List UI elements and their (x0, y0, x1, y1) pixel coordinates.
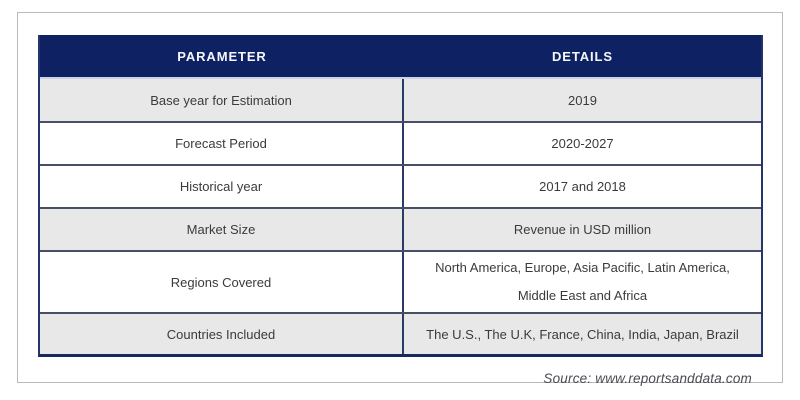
parameter-cell: Regions Covered (40, 252, 404, 312)
details-cell: 2017 and 2018 (539, 179, 626, 194)
parameter-cell: Base year for Estimation (40, 79, 404, 121)
details-cell: The U.S., The U.K, France, China, India,… (426, 326, 739, 342)
parameter-cell: Countries Included (40, 314, 404, 354)
table-row: Historical year 2017 and 2018 (40, 164, 761, 207)
source-attribution: Source: www.reportsanddata.com (543, 371, 752, 386)
table-header-row: PARAMETER DETAILS (40, 35, 761, 79)
table-row: Countries Included The U.S., The U.K, Fr… (40, 312, 761, 354)
parameter-cell: Forecast Period (40, 123, 404, 164)
details-cell: Revenue in USD million (513, 222, 652, 237)
header-cell-details: DETAILS (552, 48, 613, 64)
table-row: Regions Covered North America, Europe, A… (40, 250, 761, 312)
header-cell-parameter: PARAMETER (177, 48, 267, 64)
table-row: Forecast Period 2020-2027 (40, 121, 761, 164)
parameter-cell: Historical year (40, 166, 404, 207)
content-card: PARAMETER DETAILS Base year for Estimati… (17, 12, 783, 386)
parameter-cell: Market Size (40, 209, 404, 250)
table-row: Base year for Estimation 2019 (40, 79, 761, 121)
details-cell: 2019 (568, 92, 597, 108)
details-cell: North America, Europe, Asia Pacific, Lat… (435, 260, 730, 303)
details-cell: 2020-2027 (551, 136, 614, 151)
table-row: Market Size Revenue in USD million (40, 207, 761, 250)
report-scope-table: PARAMETER DETAILS Base year for Estimati… (38, 35, 763, 357)
